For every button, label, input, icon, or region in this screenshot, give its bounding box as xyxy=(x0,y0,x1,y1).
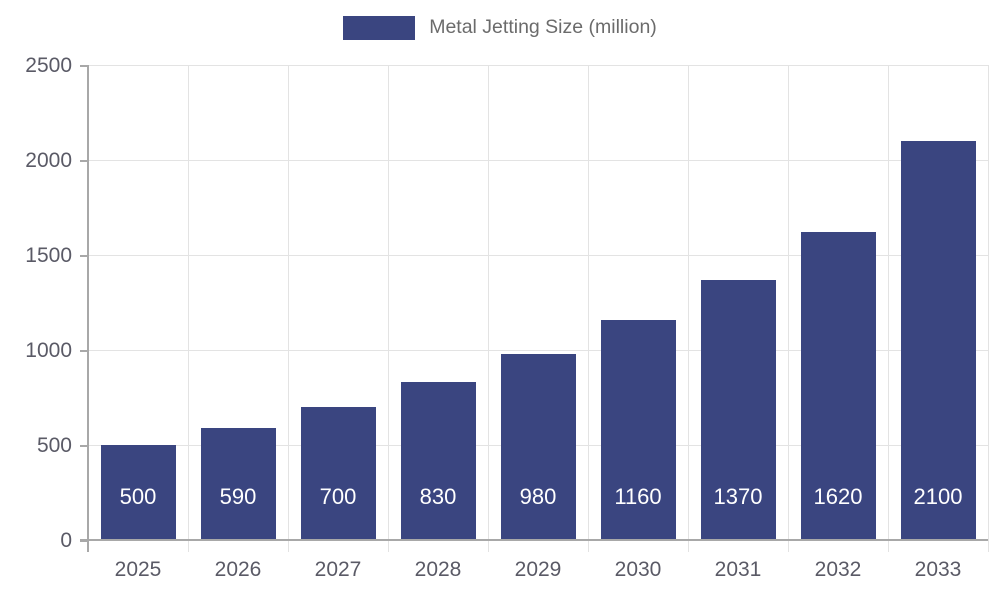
gridline-vertical xyxy=(888,65,889,552)
bar-value-label: 1370 xyxy=(713,484,763,509)
bar[interactable]: 700 xyxy=(300,407,376,540)
bar-value-label: 830 xyxy=(419,484,457,509)
y-axis-tick-mark xyxy=(80,540,88,542)
bar-value-label: 2100 xyxy=(913,484,963,509)
x-axis-tick-label: 2031 xyxy=(714,558,762,581)
bar-value-label: 590 xyxy=(219,484,257,509)
bar[interactable]: 1620 xyxy=(800,232,876,540)
bar[interactable]: 830 xyxy=(400,382,476,540)
bar-value-label: 1160 xyxy=(614,484,662,509)
bar-value-label: 1620 xyxy=(813,484,863,509)
x-axis-tick-label: 2029 xyxy=(514,558,562,581)
gridline-vertical xyxy=(588,65,589,552)
gridline-vertical xyxy=(788,65,789,552)
x-axis-tick-label: 2030 xyxy=(614,558,662,581)
gridline-horizontal xyxy=(88,160,988,161)
y-axis-tick-mark xyxy=(80,65,88,67)
x-axis-tick-label: 2027 xyxy=(314,558,362,581)
x-axis-tick-label: 2032 xyxy=(814,558,862,581)
x-axis-tick-label: 2033 xyxy=(914,558,962,581)
y-axis-spine xyxy=(87,65,89,552)
bar-value-label: 700 xyxy=(319,484,357,509)
legend-item-metal-jetting-size[interactable]: Metal Jetting Size (million) xyxy=(343,16,657,40)
bar[interactable]: 590 xyxy=(200,427,276,540)
gridline-vertical xyxy=(388,65,389,552)
y-axis-tick-label: 1000 xyxy=(25,339,72,362)
gridline-vertical xyxy=(188,65,189,552)
gridline-vertical xyxy=(88,65,89,552)
legend-item-label: Metal Jetting Size (million) xyxy=(429,16,657,39)
chart-legend: Metal Jetting Size (million) xyxy=(0,10,1000,46)
gridline-horizontal xyxy=(88,540,988,541)
bar[interactable]: 1370 xyxy=(700,279,776,540)
bar[interactable]: 1160 xyxy=(600,319,676,540)
y-axis-tick-label: 500 xyxy=(36,434,72,457)
y-axis-tick-mark xyxy=(80,160,88,162)
bar-value-label: 980 xyxy=(519,484,557,509)
bar[interactable]: 980 xyxy=(500,353,576,540)
y-axis-tick-mark xyxy=(80,350,88,352)
x-axis-spine xyxy=(80,539,988,541)
bar[interactable]: 500 xyxy=(100,445,176,540)
x-axis-tick-label: 2026 xyxy=(214,558,262,581)
legend-swatch-icon xyxy=(343,16,416,40)
gridline-vertical xyxy=(688,65,689,552)
y-axis-tick-label: 1500 xyxy=(25,244,72,267)
gridline-horizontal xyxy=(88,255,988,256)
y-axis-tick-label: 2000 xyxy=(25,149,72,172)
x-axis-tick-label: 2025 xyxy=(114,558,162,581)
plot-area: 500 590 700 830 980 1160 1370 1620 2100 xyxy=(88,65,989,552)
y-axis-tick-mark xyxy=(80,445,88,447)
gridline-horizontal xyxy=(88,350,988,351)
x-axis-tick-label: 2028 xyxy=(414,558,462,581)
bar[interactable]: 2100 xyxy=(900,141,976,540)
y-axis-tick-label: 2500 xyxy=(25,54,72,77)
gridline-vertical xyxy=(488,65,489,552)
y-axis-tick-mark xyxy=(80,255,88,257)
y-axis-tick-label: 0 xyxy=(60,529,72,552)
gridline-vertical xyxy=(988,65,989,552)
gridline-vertical xyxy=(288,65,289,552)
gridline-horizontal xyxy=(88,65,988,66)
bar-value-label: 500 xyxy=(119,484,157,509)
